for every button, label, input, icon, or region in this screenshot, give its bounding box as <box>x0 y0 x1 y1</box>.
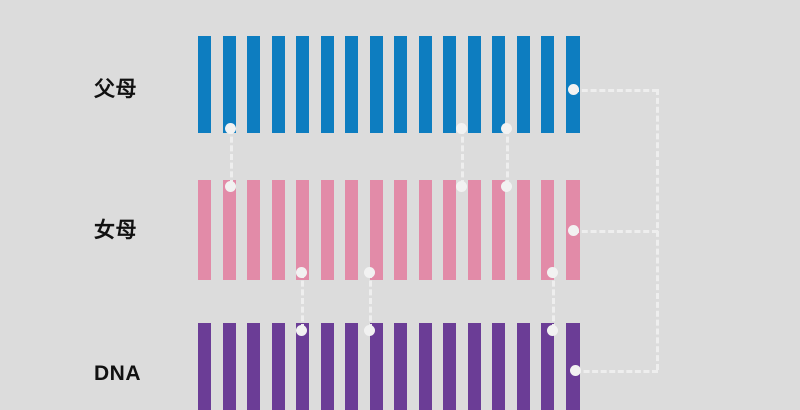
bar-mother-8 <box>369 180 383 280</box>
mother-marker-in-3 <box>500 180 512 192</box>
bracket-arm-dna <box>575 370 658 373</box>
bar-dna-6 <box>320 323 334 410</box>
parents-marker-1 <box>224 122 236 134</box>
bar-parents-15 <box>541 36 555 133</box>
bar-dna-11 <box>443 323 457 410</box>
bar-parents-5 <box>296 36 310 133</box>
bar-mother-13 <box>492 180 506 280</box>
bar-parents-2 <box>222 36 236 133</box>
bar-mother-6 <box>320 180 334 280</box>
bar-parents-9 <box>394 36 408 133</box>
bar-mother-15 <box>541 180 555 280</box>
bar-dna-14 <box>516 323 530 410</box>
bar-dna-3 <box>247 323 261 410</box>
row-label-mother: 女母 <box>94 219 137 242</box>
bar-mother-4 <box>271 180 285 280</box>
dna-marker-in-1 <box>295 324 307 336</box>
bar-dna-2 <box>222 323 236 410</box>
bar-parents-13 <box>492 36 506 133</box>
barcode-row-mother <box>198 180 580 280</box>
bar-dna-4 <box>271 323 285 410</box>
mother-bracket-marker <box>567 224 579 236</box>
bar-dna-1 <box>198 323 211 410</box>
bar-dna-7 <box>345 323 359 410</box>
bar-dna-8 <box>369 323 383 410</box>
dna-bracket-marker <box>569 364 581 376</box>
bar-parents-14 <box>516 36 530 133</box>
parents-bracket-marker <box>567 83 579 95</box>
connector-mother-dna-2 <box>369 272 372 330</box>
bracket-spine <box>656 89 659 370</box>
mother-marker-out-1 <box>295 266 307 278</box>
mother-marker-in-1 <box>224 180 236 192</box>
bracket-arm-mother <box>573 230 658 233</box>
bar-mother-11 <box>443 180 457 280</box>
bar-mother-9 <box>394 180 408 280</box>
bar-dna-13 <box>492 323 506 410</box>
mother-marker-in-2 <box>455 180 467 192</box>
bar-parents-10 <box>418 36 432 133</box>
connector-parents-mother-3 <box>506 128 509 186</box>
bar-mother-3 <box>247 180 261 280</box>
bar-mother-10 <box>418 180 432 280</box>
connector-parents-mother-2 <box>461 128 464 186</box>
bar-mother-1 <box>198 180 211 280</box>
bar-dna-12 <box>467 323 481 410</box>
connector-mother-dna-1 <box>301 272 304 330</box>
bar-parents-12 <box>467 36 481 133</box>
connector-parents-mother-1 <box>230 128 233 186</box>
dna-marker-in-2 <box>363 324 375 336</box>
bar-parents-6 <box>320 36 334 133</box>
bar-mother-7 <box>345 180 359 280</box>
row-label-dna: DNA <box>94 362 141 385</box>
bar-parents-7 <box>345 36 359 133</box>
bar-dna-9 <box>394 323 408 410</box>
connector-mother-dna-3 <box>552 272 555 330</box>
barcode-row-parents <box>198 36 580 133</box>
mother-marker-out-2 <box>363 266 375 278</box>
parents-marker-3 <box>500 122 512 134</box>
parents-marker-2 <box>455 122 467 134</box>
bar-parents-1 <box>198 36 211 133</box>
dna-marker-in-3 <box>546 324 558 336</box>
bar-mother-2 <box>222 180 236 280</box>
bar-mother-5 <box>296 180 310 280</box>
bar-parents-11 <box>443 36 457 133</box>
bar-dna-15 <box>541 323 555 410</box>
row-label-parents: 父母 <box>94 78 137 101</box>
bar-mother-12 <box>467 180 481 280</box>
bar-dna-10 <box>418 323 432 410</box>
bracket-arm-parents <box>573 89 658 92</box>
bar-parents-8 <box>369 36 383 133</box>
bar-dna-5 <box>296 323 310 410</box>
bar-parents-4 <box>271 36 285 133</box>
bar-mother-14 <box>516 180 530 280</box>
bar-parents-3 <box>247 36 261 133</box>
mother-marker-out-3 <box>546 266 558 278</box>
